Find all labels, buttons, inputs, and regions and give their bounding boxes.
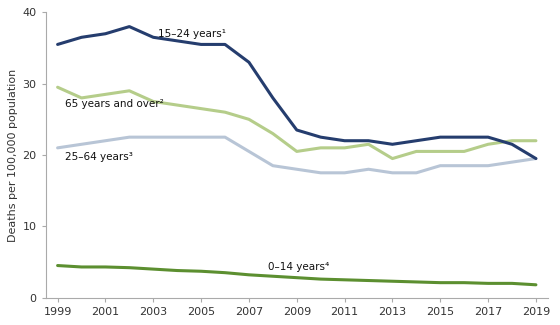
Y-axis label: Deaths per 100,000 population: Deaths per 100,000 population	[8, 68, 18, 241]
Text: 25–64 years³: 25–64 years³	[65, 152, 133, 162]
Text: 65 years and over²: 65 years and over²	[65, 98, 164, 109]
Text: 15–24 years¹: 15–24 years¹	[158, 30, 226, 39]
Text: 0–14 years⁴: 0–14 years⁴	[268, 262, 329, 272]
